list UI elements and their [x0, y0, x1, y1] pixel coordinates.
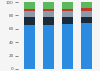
- Bar: [24, 11, 35, 17]
- Bar: [62, 2, 73, 9]
- Bar: [62, 12, 73, 17]
- Bar: [24, 25, 35, 69]
- Bar: [62, 17, 73, 24]
- Bar: [81, 8, 92, 12]
- Bar: [81, 2, 92, 8]
- Bar: [43, 9, 54, 11]
- Bar: [62, 9, 73, 12]
- Bar: [81, 12, 92, 17]
- Bar: [24, 9, 35, 11]
- Bar: [43, 17, 54, 25]
- Bar: [24, 17, 35, 25]
- Bar: [24, 2, 35, 9]
- Bar: [81, 24, 92, 69]
- Bar: [43, 25, 54, 69]
- Bar: [81, 17, 92, 24]
- Bar: [43, 11, 54, 17]
- Bar: [62, 24, 73, 69]
- Bar: [43, 2, 54, 9]
